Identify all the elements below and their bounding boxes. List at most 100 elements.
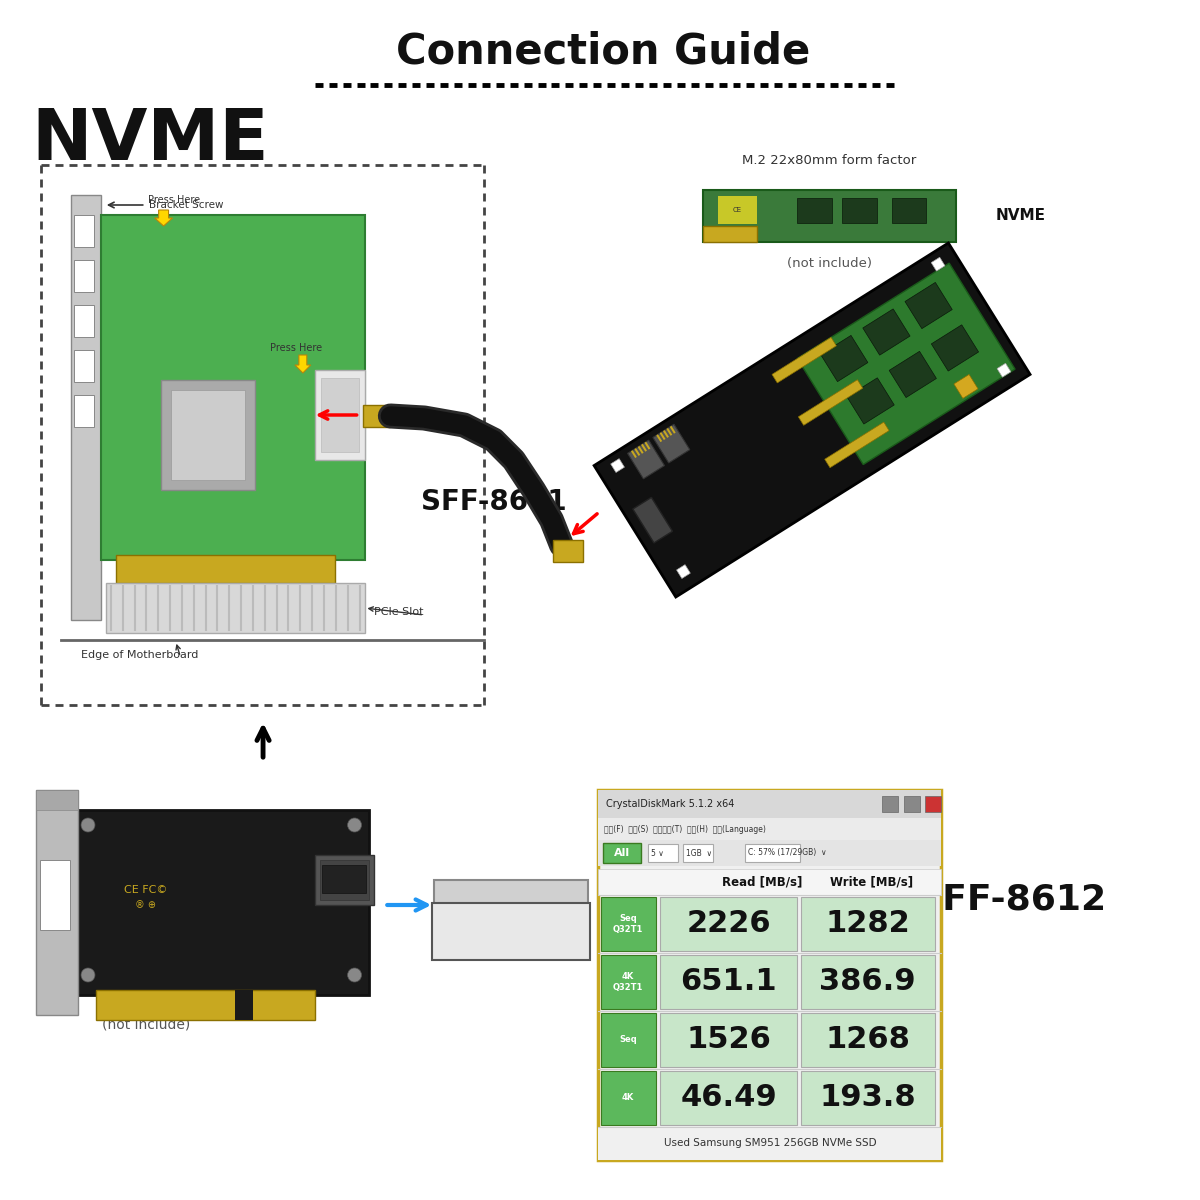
Text: 1268: 1268 [826,1026,911,1055]
Bar [601,1070,656,1126]
Text: 1282: 1282 [826,910,910,938]
Bar [601,955,656,1009]
Bar [660,898,797,950]
Polygon shape [889,352,936,397]
Polygon shape [931,325,978,371]
Bar [74,395,94,427]
Bar [599,790,941,1160]
FancyBboxPatch shape [432,902,590,960]
Bar [170,390,245,480]
Polygon shape [664,430,668,438]
Bar [599,1127,941,1160]
Bar [319,860,370,900]
Text: 193.8: 193.8 [820,1084,916,1112]
Bar [660,1070,797,1126]
Text: (not include): (not include) [102,1018,190,1032]
Bar [74,215,94,247]
Text: CE: CE [733,206,742,214]
Text: SFF-8612: SFF-8612 [916,883,1106,917]
Bar [320,378,359,452]
Polygon shape [931,257,944,271]
Text: Seq
Q32T1: Seq Q32T1 [613,914,643,934]
Bar [660,955,797,1009]
Polygon shape [821,336,868,382]
Polygon shape [772,337,836,383]
Text: 386.9: 386.9 [820,967,916,996]
Bar [74,260,94,292]
Bar [314,370,365,460]
Text: M.2 22x80mm form factor: M.2 22x80mm form factor [742,154,916,167]
Text: 2226: 2226 [686,910,770,938]
Bar [76,810,370,995]
Bar [599,869,941,895]
Circle shape [82,968,95,982]
Bar [235,990,253,1020]
Polygon shape [641,444,647,451]
Polygon shape [653,425,690,463]
Bar [882,796,898,812]
Text: 4K
Q32T1: 4K Q32T1 [613,972,643,991]
Bar [74,305,94,337]
Polygon shape [631,450,637,458]
Text: Seq: Seq [619,1036,637,1044]
Circle shape [348,968,361,982]
Bar [599,790,941,818]
Text: 1526: 1526 [686,1026,770,1055]
Text: 1GB  ∨: 1GB ∨ [685,848,712,858]
Polygon shape [637,446,643,454]
Polygon shape [863,308,910,355]
Polygon shape [632,497,672,542]
Bar [745,844,800,862]
Text: (not include): (not include) [786,258,871,270]
Bar [802,1013,936,1067]
Bar [718,196,757,224]
Text: 5 ∨: 5 ∨ [650,848,664,858]
Bar [797,198,832,223]
Text: 檔案(F)  設定(S)  比較主題(T)  說明(H)  語言(Language): 檔案(F) 設定(S) 比較主題(T) 說明(H) 語言(Language) [605,824,766,834]
Bar [362,404,390,427]
Bar [601,1013,656,1067]
Bar [599,840,941,866]
Text: PCIe Slot: PCIe Slot [374,607,424,617]
Bar [703,226,757,242]
Polygon shape [905,282,953,329]
Bar [892,198,926,223]
Polygon shape [997,364,1010,377]
Bar [314,854,374,905]
Text: Press Here: Press Here [148,194,200,205]
Polygon shape [798,379,863,425]
Text: C: 57% (17/29GB)  ∨: C: 57% (17/29GB) ∨ [749,848,827,858]
Text: CrystalDiskMark 5.1.2 x64: CrystalDiskMark 5.1.2 x64 [606,799,734,809]
Text: CE FC©: CE FC© [124,886,167,895]
Bar [703,190,956,242]
Polygon shape [611,458,624,473]
Polygon shape [677,565,690,578]
Bar [802,898,936,950]
Polygon shape [666,428,672,436]
Bar [842,198,877,223]
Bar [553,540,583,562]
Bar [660,1013,797,1067]
Circle shape [82,818,95,832]
Polygon shape [644,442,650,450]
Text: NVME: NVME [996,209,1046,223]
Bar [96,990,314,1020]
Polygon shape [824,422,889,468]
Bar [322,865,366,893]
Bar [802,955,936,1009]
Text: 651.1: 651.1 [680,967,776,996]
Polygon shape [847,378,894,424]
Circle shape [348,818,361,832]
Bar [41,860,70,930]
Text: Edge of Motherboard: Edge of Motherboard [82,650,198,660]
Bar [802,1070,936,1126]
Bar [904,796,919,812]
Bar [604,842,641,863]
Polygon shape [797,263,1015,464]
Text: 46.49: 46.49 [680,1084,776,1112]
Polygon shape [101,215,365,560]
Bar [601,898,656,950]
Polygon shape [635,448,641,456]
Bar [434,880,588,938]
Polygon shape [660,432,666,440]
